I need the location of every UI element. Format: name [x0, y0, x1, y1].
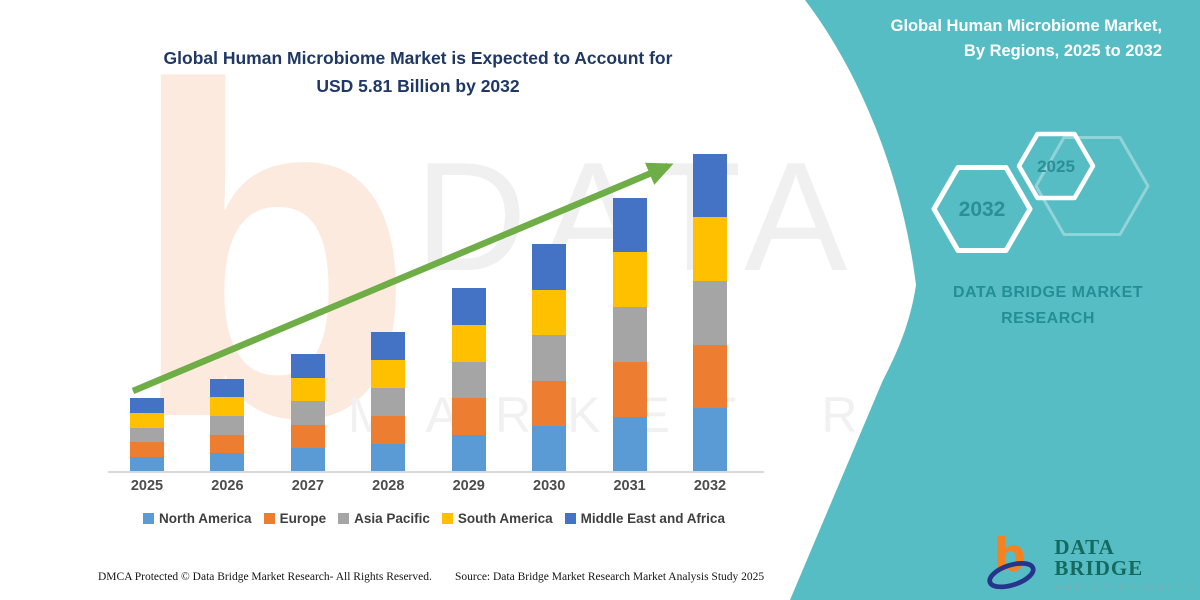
legend-swatch-icon	[263, 513, 275, 524]
bar-segment-2025-europe	[130, 442, 164, 458]
chart-title: Global Human Microbiome Market is Expect…	[110, 44, 726, 100]
bar-segment-2025-north-america	[130, 457, 164, 472]
hexagon-2032-label: 2032	[959, 198, 1006, 221]
bar-segment-2027-north-america	[290, 448, 325, 472]
bar-segment-2032-south-america	[693, 217, 727, 281]
legend-label: Asia Pacific	[354, 511, 430, 526]
bar-segment-2032-north-america	[693, 408, 727, 472]
chart-title-line2: USD 5.81 Billion by 2032	[316, 76, 520, 96]
bar-segment-2030-north-america	[532, 426, 567, 472]
panel-heading-line2: By Regions, 2025 to 2032	[963, 42, 1162, 60]
bar-segment-2029-europe	[451, 398, 486, 436]
bar-segment-2026-south-america	[210, 397, 245, 416]
bar-segment-2032-europe	[693, 344, 727, 409]
legend-swatch-icon	[338, 513, 350, 524]
x-axis-line	[108, 471, 764, 473]
bar-segment-2032-asia-pacific	[693, 280, 727, 345]
bar-segment-2025-south-america	[130, 412, 164, 428]
svg-text:b: b	[994, 529, 1026, 581]
hexagon-faint-icon	[1034, 136, 1150, 236]
legend-item-south-america: South America	[441, 511, 553, 526]
panel-heading-line1: Global Human Microbiome Market,	[890, 17, 1162, 35]
legend-swatch-icon	[564, 513, 576, 524]
data-bridge-logo-icon: b	[987, 529, 1036, 590]
legend-item-europe: Europe	[263, 511, 327, 526]
legend-item-north-america: North America	[143, 511, 252, 526]
panel-brand-text: DATA BRIDGE MARKET RESEARCH	[952, 284, 1144, 327]
bar-segment-2026-north-america	[210, 453, 245, 472]
x-axis-label-2025: 2025	[130, 478, 164, 494]
dmca-text: DMCA Protected © Data Bridge Market Rese…	[98, 571, 432, 583]
side-panel-shape	[790, 0, 1200, 600]
bar-segment-2029-north-america	[451, 435, 486, 472]
bar-segment-2032-middle-east-and-africa	[693, 153, 727, 218]
bar-segment-2026-asia-pacific	[210, 416, 245, 435]
hexagon-2025-label: 2025	[1037, 157, 1075, 176]
bar-segment-2027-europe	[290, 424, 325, 449]
x-axis-label-2032: 2032	[693, 478, 727, 494]
legend-swatch-icon	[143, 513, 155, 524]
logo-text-block: DATA BRIDGE MARKET RESEARCH	[1054, 529, 1200, 593]
x-axis-label-2028: 2028	[372, 478, 405, 494]
hexagon-2025-icon	[1016, 131, 1096, 201]
x-axis-label-2029: 2029	[452, 478, 485, 494]
legend-label: Europe	[279, 511, 327, 526]
logo-name: DATA BRIDGE	[1054, 535, 1144, 580]
bar-segment-2031-north-america	[612, 417, 647, 472]
bar-segment-2026-europe	[210, 434, 245, 454]
bar-segment-2025-middle-east-and-africa	[130, 397, 164, 413]
hexagon-2032-icon	[931, 165, 1033, 253]
source-text: Source: Data Bridge Market Research Mark…	[455, 571, 765, 583]
x-axis-label-2030: 2030	[533, 478, 566, 494]
x-axis-label-2026: 2026	[211, 478, 244, 494]
legend-swatch-icon	[441, 513, 453, 524]
legend-label: North America	[159, 511, 252, 526]
bar-segment-2028-europe	[371, 416, 406, 444]
data-bridge-logo: b DATA BRIDGE MARKET RESEARCH	[986, 529, 1200, 592]
legend-label: South America	[457, 511, 553, 526]
chart-title-line1: Global Human Microbiome Market is Expect…	[163, 48, 673, 68]
legend-item-middle-east-and-africa: Middle East and Africa	[564, 511, 725, 526]
logo-subtitle: MARKET RESEARCH	[1054, 583, 1197, 592]
bar-segment-2028-north-america	[371, 444, 406, 472]
x-axis-label-2027: 2027	[291, 478, 324, 494]
panel-heading: Global Human Microbiome Market, By Regio…	[822, 14, 1162, 64]
bar-segment-2025-asia-pacific	[130, 427, 164, 443]
bar-segment-2027-asia-pacific	[290, 401, 325, 425]
x-axis-label-2031: 2031	[613, 478, 646, 494]
legend-label: Middle East and Africa	[580, 511, 725, 526]
chart-legend: North America Europe Asia Pacific South Ame…	[104, 511, 764, 526]
legend-item-asia-pacific: Asia Pacific	[338, 511, 430, 526]
